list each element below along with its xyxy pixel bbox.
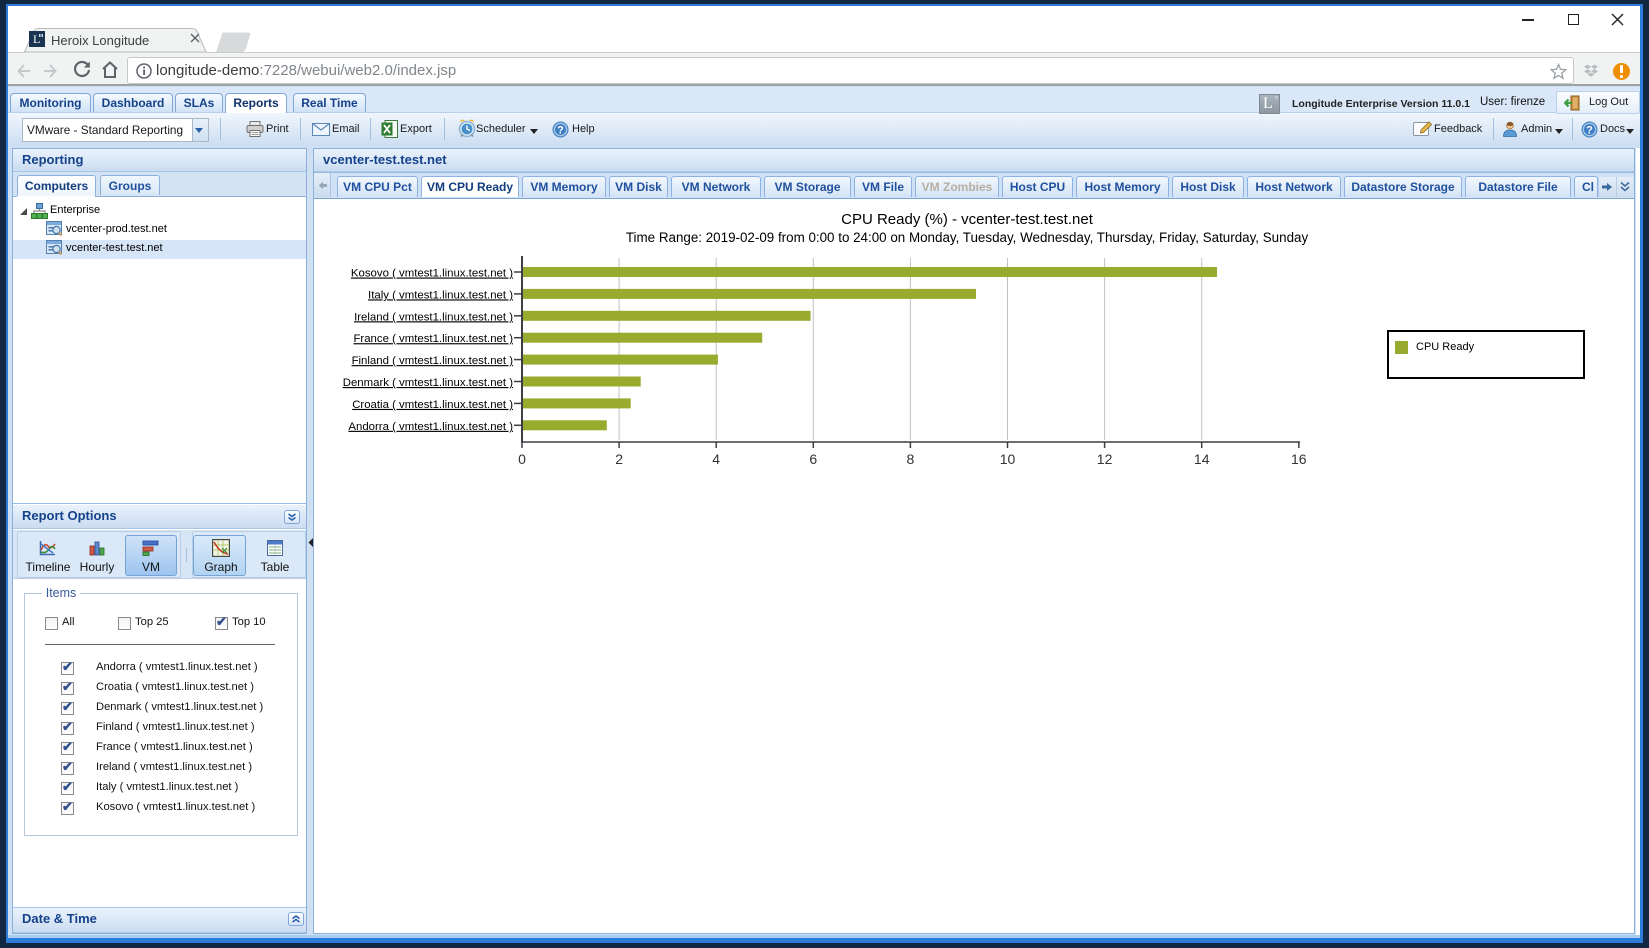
svg-text:France ( vmtest1.linux.test.ne: France ( vmtest1.linux.test.net ) bbox=[353, 333, 513, 345]
svg-text:4: 4 bbox=[712, 451, 720, 467]
svg-text:Time Range: 2019-02-09 from 0:: Time Range: 2019-02-09 from 0:00 to 24:0… bbox=[626, 230, 1309, 245]
svg-text:Finland ( vmtest1.linux.test.n: Finland ( vmtest1.linux.test.net ) bbox=[352, 355, 514, 367]
svg-text:CPU Ready (%) - vcenter-test.t: CPU Ready (%) - vcenter-test.test.net bbox=[841, 211, 1094, 228]
svg-text:Croatia ( vmtest1.linux.test.n: Croatia ( vmtest1.linux.test.net ) bbox=[352, 399, 513, 411]
svg-text:12: 12 bbox=[1097, 451, 1113, 467]
svg-text:16: 16 bbox=[1291, 451, 1307, 467]
svg-text:Andorra ( vmtest1.linux.test.n: Andorra ( vmtest1.linux.test.net ) bbox=[348, 421, 513, 433]
svg-text:Italy ( vmtest1.linux.test.net: Italy ( vmtest1.linux.test.net ) bbox=[368, 289, 513, 301]
svg-text:10: 10 bbox=[1000, 451, 1016, 467]
svg-text:2: 2 bbox=[615, 451, 623, 467]
svg-text:Ireland ( vmtest1.linux.test.n: Ireland ( vmtest1.linux.test.net ) bbox=[354, 311, 513, 323]
svg-text:L: L bbox=[33, 32, 40, 46]
svg-text:?: ? bbox=[1586, 125, 1593, 137]
svg-text:Denmark ( vmtest1.linux.test.n: Denmark ( vmtest1.linux.test.net ) bbox=[343, 377, 513, 389]
svg-text:6: 6 bbox=[809, 451, 817, 467]
svg-text:14: 14 bbox=[1194, 451, 1210, 467]
svg-text:?: ? bbox=[557, 125, 564, 137]
svg-text:0: 0 bbox=[518, 451, 526, 467]
svg-text:8: 8 bbox=[907, 451, 915, 467]
svg-text:Kosovo ( vmtest1.linux.test.ne: Kosovo ( vmtest1.linux.test.net ) bbox=[351, 268, 513, 280]
